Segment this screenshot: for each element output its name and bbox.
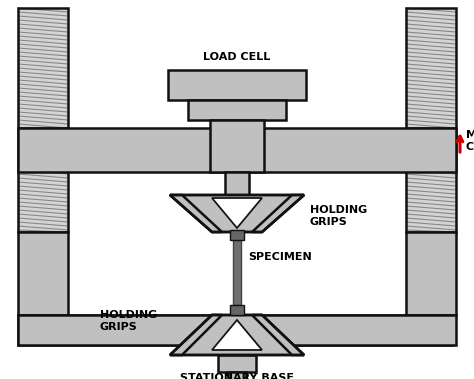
- Text: STATIONARY BASE: STATIONARY BASE: [180, 373, 294, 379]
- Bar: [168, 70, 306, 100]
- Polygon shape: [170, 315, 222, 355]
- Bar: [406, 232, 456, 315]
- Bar: [406, 8, 456, 128]
- Bar: [18, 232, 68, 315]
- Polygon shape: [212, 320, 262, 350]
- Bar: [18, 128, 456, 172]
- Bar: [18, 315, 452, 345]
- Polygon shape: [170, 195, 304, 232]
- Bar: [230, 305, 244, 315]
- Bar: [406, 8, 456, 128]
- Bar: [18, 8, 68, 128]
- Bar: [228, 372, 246, 379]
- Bar: [406, 130, 456, 232]
- Text: LOAD CELL: LOAD CELL: [203, 52, 271, 62]
- Text: HOLDING
GRIPS: HOLDING GRIPS: [100, 310, 157, 332]
- Bar: [18, 130, 68, 232]
- Polygon shape: [212, 198, 262, 228]
- Bar: [210, 120, 264, 172]
- Text: SPECIMEN: SPECIMEN: [248, 252, 312, 262]
- Polygon shape: [252, 195, 304, 232]
- Bar: [230, 230, 244, 240]
- Polygon shape: [252, 315, 304, 355]
- Bar: [225, 172, 249, 195]
- Polygon shape: [170, 315, 304, 355]
- Bar: [188, 100, 286, 120]
- Bar: [218, 355, 256, 372]
- Bar: [406, 130, 456, 232]
- Bar: [18, 315, 456, 345]
- Text: HOLDING
GRIPS: HOLDING GRIPS: [310, 205, 367, 227]
- Bar: [18, 130, 68, 232]
- Polygon shape: [170, 195, 222, 232]
- Bar: [18, 8, 68, 128]
- Text: MOVING
CROSSHEAD: MOVING CROSSHEAD: [466, 130, 474, 152]
- Bar: [233, 240, 241, 305]
